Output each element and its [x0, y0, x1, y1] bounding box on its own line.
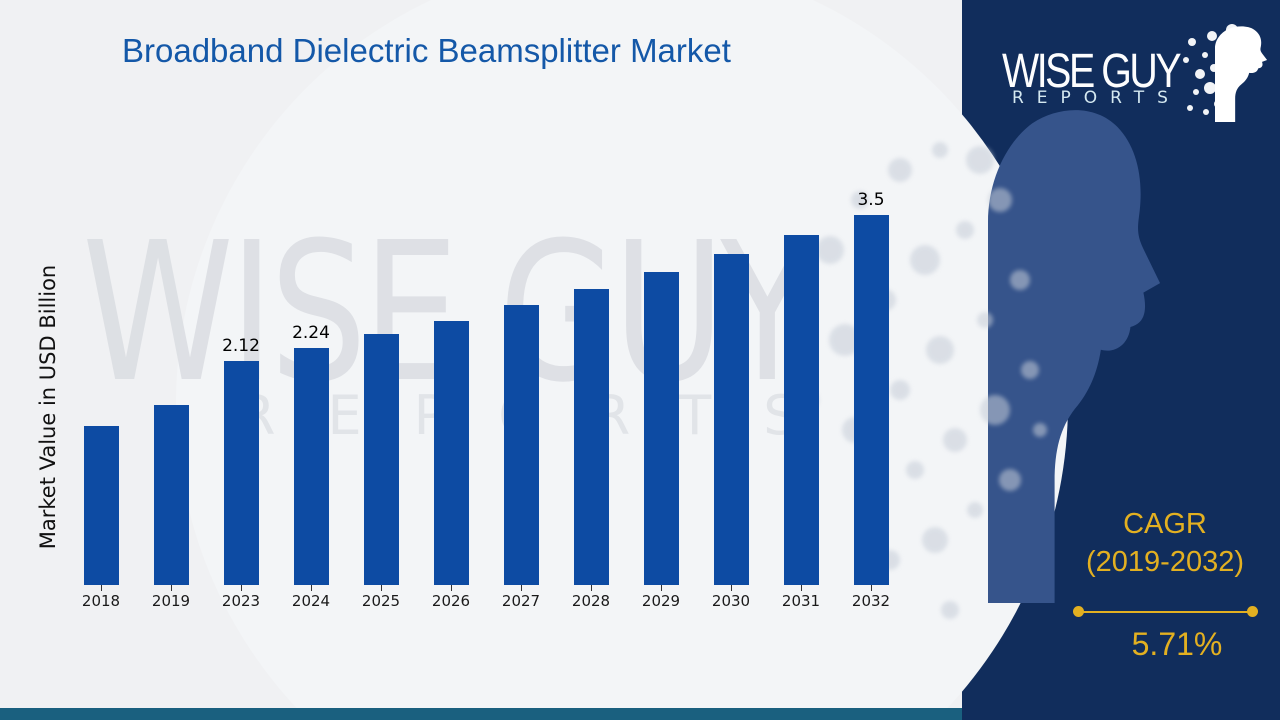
- bar-2030: [713, 254, 749, 585]
- bar-2024: [293, 348, 329, 585]
- divider-left-dot-icon: [1073, 606, 1084, 617]
- bar-chart: 2018 2019 2023 2.12 2024 2.24 2025 2026 2027 2028…: [81, 190, 891, 610]
- x-axis-tick: [591, 585, 592, 591]
- divider-right-dot-icon: [1247, 606, 1258, 617]
- bar-2029: [643, 272, 679, 585]
- x-axis-label-2029: 2029: [641, 592, 681, 610]
- x-axis-label-2019: 2019: [151, 592, 191, 610]
- bar-value-label-2032: 3.5: [857, 190, 885, 210]
- x-axis-tick: [381, 585, 382, 591]
- x-axis-tick: [801, 585, 802, 591]
- face-silhouette-icon: [988, 110, 1161, 603]
- logo-wise-guy-text: WISE GUY: [1002, 45, 1182, 98]
- x-axis-label-2026: 2026: [431, 592, 471, 610]
- bar-2023: [223, 361, 259, 585]
- x-axis-tick: [731, 585, 732, 591]
- x-axis-label-2031: 2031: [781, 592, 821, 610]
- x-axis-label-2030: 2030: [711, 592, 751, 610]
- bar-value-label-2023: 2.12: [222, 336, 260, 356]
- x-axis-label-2025: 2025: [361, 592, 401, 610]
- bottom-strip: [0, 708, 962, 720]
- bar-value-label-2024: 2.24: [292, 323, 330, 343]
- page-title: Broadband Dielectric Beamsplitter Market: [122, 32, 731, 69]
- x-axis-label-2024: 2024: [291, 592, 331, 610]
- x-axis-tick: [241, 585, 242, 591]
- cagr-value: 5.71%: [1131, 626, 1223, 662]
- cagr-range: (2019-2032): [1086, 546, 1244, 578]
- x-axis-tick: [171, 585, 172, 591]
- x-axis-label-2023: 2023: [221, 592, 261, 610]
- x-axis-label-2032: 2032: [851, 592, 891, 610]
- x-axis-tick: [871, 585, 872, 591]
- x-axis-tick: [101, 585, 102, 591]
- bar-2028: [573, 289, 609, 585]
- x-axis-tick: [661, 585, 662, 591]
- bar-2031: [783, 235, 819, 585]
- x-axis-label-2018: 2018: [81, 592, 121, 610]
- x-axis-tick: [451, 585, 452, 591]
- bar-2027: [503, 305, 539, 585]
- bar-2032: [853, 215, 889, 585]
- x-axis-tick: [311, 585, 312, 591]
- bar-2018: [83, 426, 119, 585]
- x-axis-tick: [521, 585, 522, 591]
- bar-2026: [433, 321, 469, 585]
- logo-reports-text: REPORTS: [1012, 88, 1181, 108]
- bar-2019: [153, 405, 189, 585]
- x-axis-label-2028: 2028: [571, 592, 611, 610]
- cagr-label: CAGR: [1123, 508, 1207, 540]
- cagr-divider: [1073, 606, 1258, 617]
- brand-panel-content: WISE GUY REPORTS CAGR (2019-2032) 5.71%: [962, 0, 1280, 720]
- x-axis-label-2027: 2027: [501, 592, 541, 610]
- logo-face-icon: [1215, 26, 1268, 122]
- bar-2025: [363, 334, 399, 585]
